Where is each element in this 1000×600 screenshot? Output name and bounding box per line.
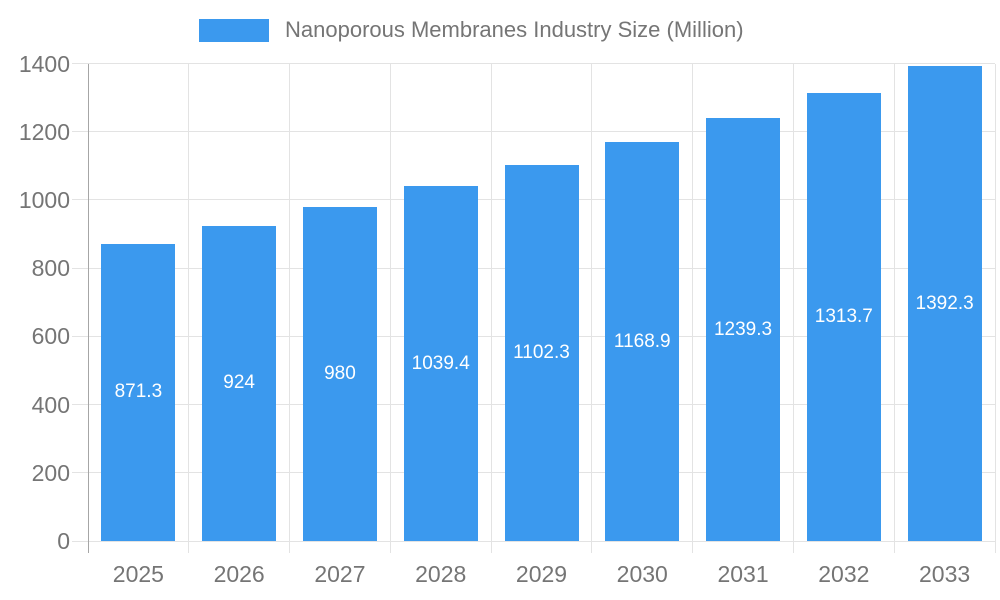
- y-axis-tick: [72, 63, 88, 64]
- h-gridline: [88, 131, 995, 133]
- bar: [605, 142, 680, 541]
- v-gridline: [692, 63, 694, 541]
- y-tick-label: 600: [31, 323, 70, 350]
- x-axis-tick: [490, 541, 492, 553]
- x-tick-label: 2030: [616, 561, 668, 587]
- bar-value-label: 924: [223, 372, 255, 394]
- x-axis-tick: [893, 541, 895, 553]
- y-tick-label: 0: [57, 528, 70, 554]
- y-axis-line: [87, 63, 89, 541]
- x-tick-label: 2032: [818, 561, 870, 587]
- bar-value-label: 871.3: [114, 381, 163, 403]
- bar: [706, 118, 781, 541]
- bar-value-label: 1102.3: [513, 342, 570, 364]
- bar: [101, 243, 176, 541]
- legend-swatch: [199, 18, 269, 42]
- bar: [302, 206, 377, 541]
- x-axis-tick: [188, 541, 190, 553]
- y-axis-tick: [72, 404, 88, 406]
- x-axis-tick: [289, 541, 291, 553]
- h-gridline: [88, 63, 995, 64]
- v-gridline: [792, 63, 794, 541]
- v-gridline: [591, 63, 593, 541]
- y-tick-label: 1400: [18, 50, 70, 77]
- v-gridline: [188, 63, 190, 541]
- x-tick-label: 2027: [314, 561, 366, 587]
- x-tick-label: 2031: [717, 561, 769, 587]
- x-axis-tick: [591, 541, 593, 553]
- bar-value-label: 1392.3: [915, 292, 974, 314]
- y-axis-tick: [72, 199, 88, 201]
- bar-value-label: 1039.4: [411, 352, 470, 374]
- y-tick-label: 400: [31, 391, 70, 418]
- bar-value-label: 1239.3: [713, 318, 773, 340]
- bar-value-label: 1168.9: [613, 330, 671, 352]
- bar: [806, 92, 881, 541]
- x-axis-tick: [389, 541, 391, 553]
- bar: [403, 186, 478, 541]
- x-tick-label: 2025: [112, 561, 164, 587]
- h-gridline: [88, 540, 995, 542]
- y-tick-label: 800: [31, 255, 70, 282]
- bar-value-label: 1313.7: [814, 305, 873, 327]
- y-tick-label: 1000: [18, 186, 70, 213]
- x-axis-tick: [87, 541, 89, 553]
- v-gridline: [289, 63, 291, 541]
- y-axis-tick: [72, 472, 88, 474]
- x-tick-label: 2033: [919, 561, 971, 587]
- x-axis-tick: [792, 541, 794, 553]
- y-axis-tick: [72, 131, 88, 133]
- y-axis-tick: [72, 540, 88, 542]
- x-axis-tick: [994, 541, 996, 553]
- bar-value-label: 980: [324, 362, 356, 384]
- v-gridline: [389, 63, 391, 541]
- bar: [504, 165, 579, 541]
- legend: Nanoporous Membranes Industry Size (Mill…: [199, 17, 744, 43]
- y-tick-label: 1200: [18, 118, 70, 145]
- x-tick-label: 2029: [515, 561, 568, 587]
- x-tick-label: 2028: [415, 561, 467, 587]
- v-gridline: [490, 63, 492, 541]
- bar: [907, 66, 982, 541]
- x-axis-tick: [692, 541, 694, 553]
- y-tick-label: 200: [31, 459, 70, 486]
- v-gridline: [893, 63, 895, 541]
- x-tick-label: 2026: [213, 561, 265, 587]
- legend-label: Nanoporous Membranes Industry Size (Mill…: [285, 17, 744, 42]
- y-axis-tick: [72, 267, 88, 269]
- v-gridline: [994, 63, 996, 541]
- bar: [202, 225, 277, 541]
- y-axis-tick: [72, 335, 88, 337]
